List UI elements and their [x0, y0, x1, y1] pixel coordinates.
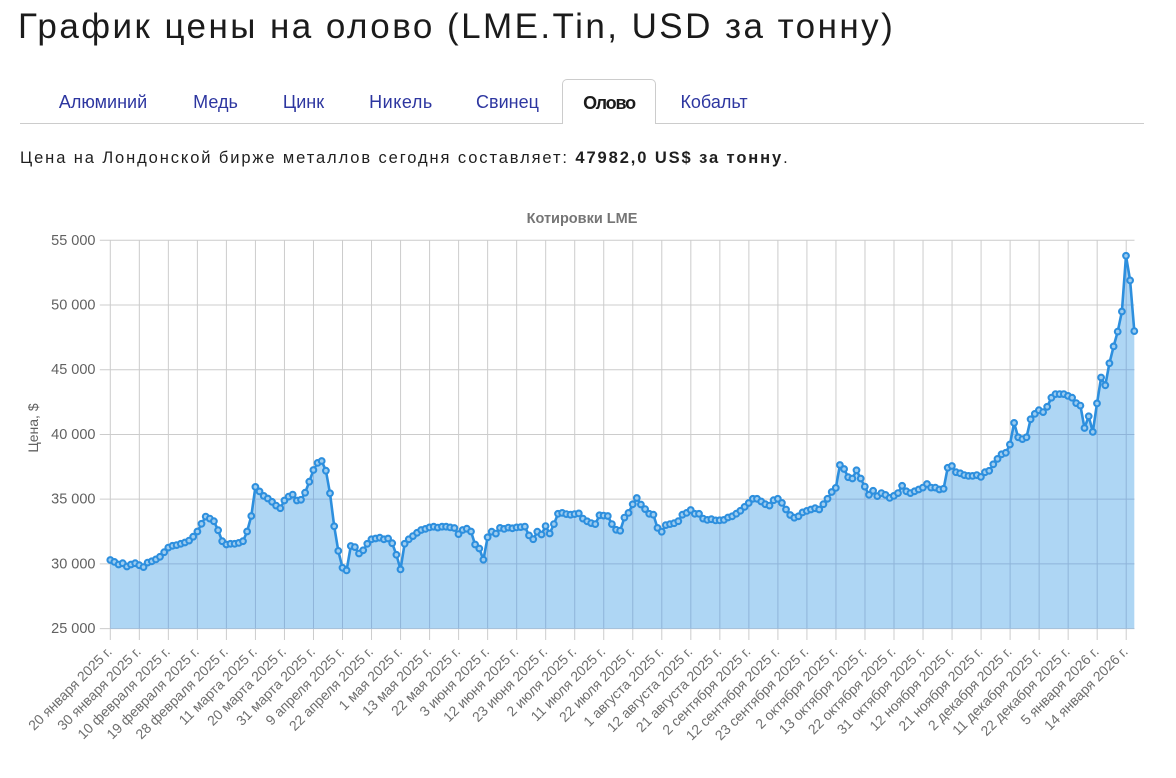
svg-text:40 000: 40 000: [51, 427, 95, 443]
svg-text:35 000: 35 000: [51, 492, 95, 508]
svg-text:55 000: 55 000: [51, 233, 95, 249]
svg-text:30 000: 30 000: [51, 556, 95, 572]
svg-text:50 000: 50 000: [51, 298, 95, 314]
svg-text:Котировки LME: Котировки LME: [527, 211, 638, 227]
svg-text:Цена, $: Цена, $: [25, 403, 41, 452]
svg-text:45 000: 45 000: [51, 362, 95, 378]
svg-text:25 000: 25 000: [51, 621, 95, 637]
